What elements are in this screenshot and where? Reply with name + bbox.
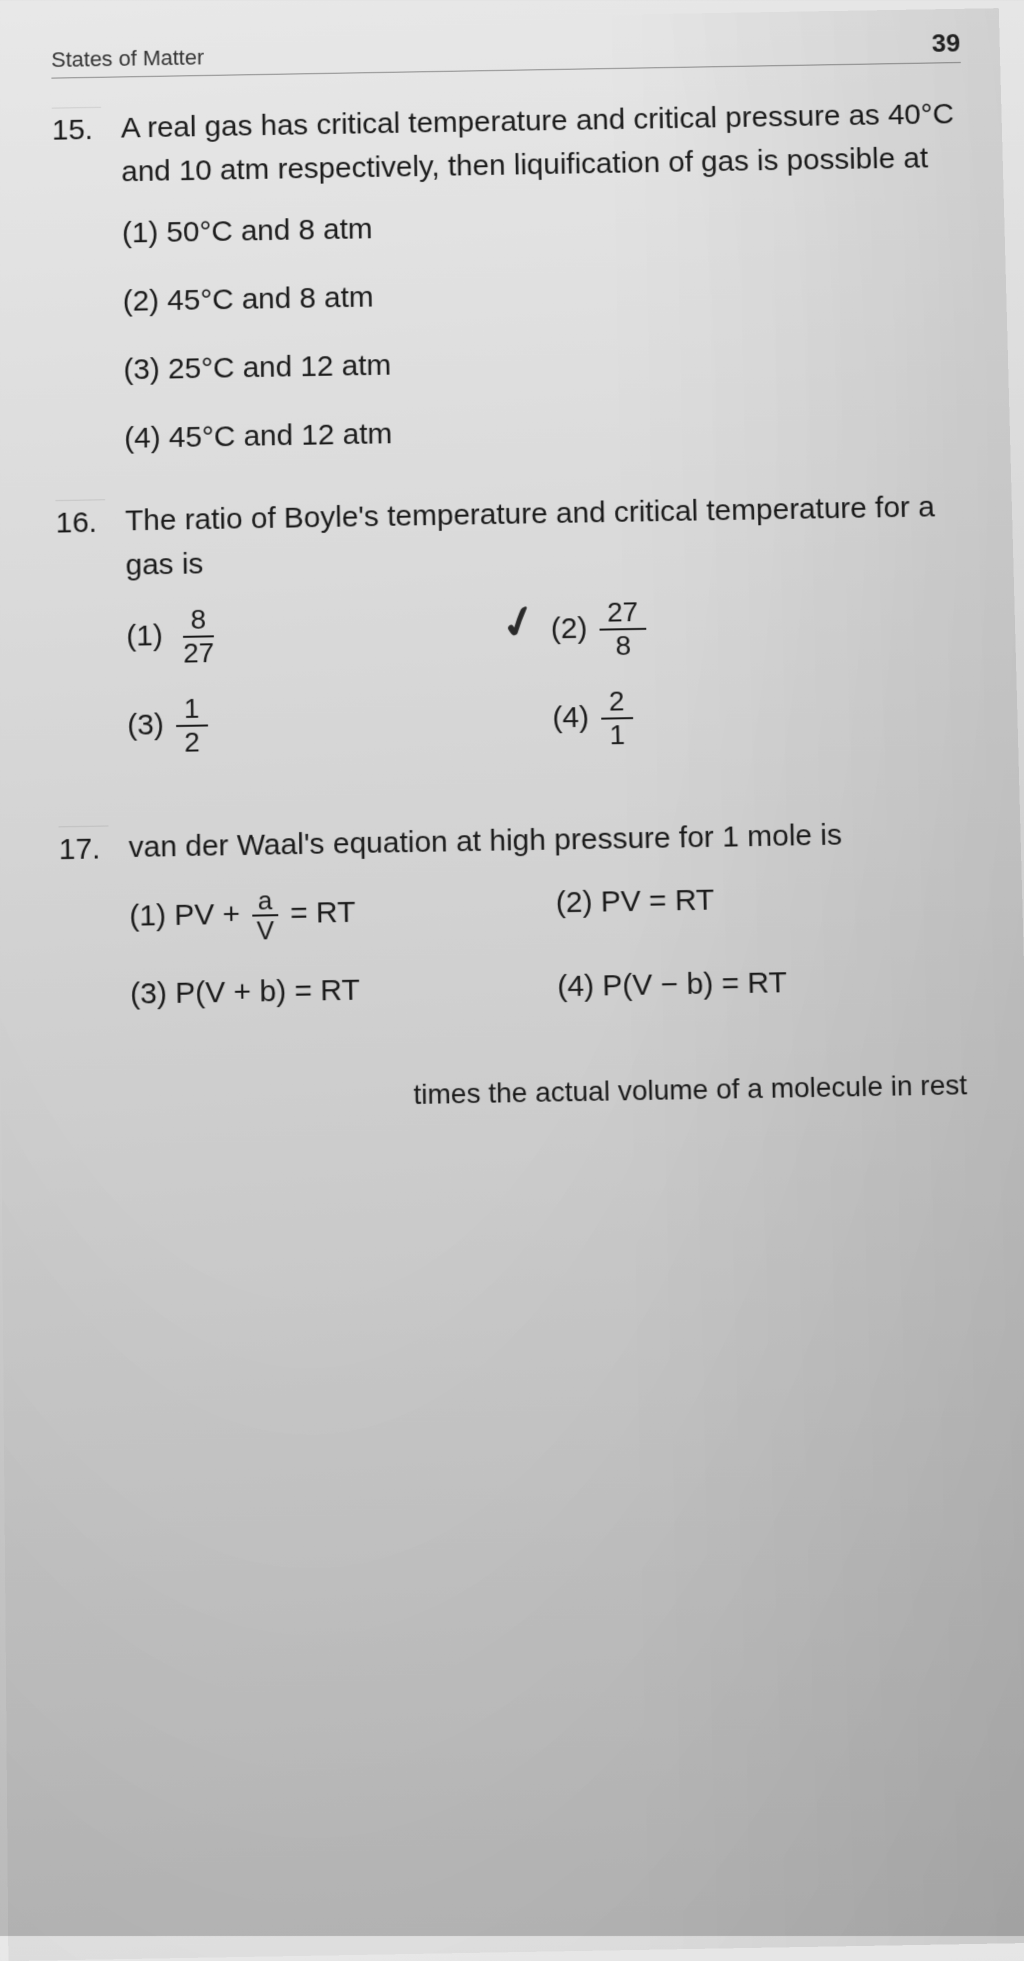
denominator: V bbox=[251, 916, 281, 943]
fraction: 2 1 bbox=[601, 687, 634, 749]
numerator: a bbox=[252, 887, 279, 916]
option-label: (3) bbox=[123, 353, 160, 386]
question-text: A real gas has critical temperature and … bbox=[121, 92, 964, 194]
denominator: 27 bbox=[175, 637, 222, 667]
option-label: (2) bbox=[556, 886, 593, 920]
options-list: (1) PV + aV = RT (2) PV = RT (3) P(V + b… bbox=[129, 875, 986, 1044]
option-3: (3) 25°C and 12 atm bbox=[123, 335, 969, 391]
page-number: 39 bbox=[931, 28, 960, 58]
numerator: 8 bbox=[182, 606, 214, 638]
page-header: States of Matter 39 bbox=[51, 28, 961, 78]
numerator: 27 bbox=[599, 598, 646, 630]
option-4: (4) 2 1 bbox=[552, 681, 978, 750]
option-text: 45°C and 12 atm bbox=[169, 418, 393, 454]
equation-text: P(V + b) = RT bbox=[175, 974, 360, 1010]
fraction: 27 8 bbox=[599, 598, 647, 660]
numerator: 1 bbox=[176, 695, 208, 727]
question-16: 16. The ratio of Boyle's temperature and… bbox=[55, 484, 979, 786]
question-number: 15. bbox=[52, 107, 102, 148]
option-label: (1) bbox=[126, 619, 163, 652]
option-2: (2) PV = RT bbox=[555, 875, 983, 938]
equation-pre: PV + bbox=[174, 898, 249, 932]
options-list: (1) 50°C and 8 atm (2) 45°C and 8 atm (3… bbox=[122, 199, 971, 460]
fraction: 1 2 bbox=[176, 695, 208, 757]
option-label: (2) bbox=[551, 612, 588, 645]
option-label: (3) bbox=[127, 708, 164, 741]
option-1: (1) 8 27 bbox=[126, 600, 551, 669]
question-text: van der Waal's equation at high pressure… bbox=[128, 810, 981, 870]
option-label: (1) bbox=[129, 899, 166, 933]
denominator: 8 bbox=[607, 630, 639, 660]
option-text: 50°C and 8 atm bbox=[166, 213, 373, 249]
option-text: 25°C and 12 atm bbox=[168, 349, 392, 385]
fraction: 8 27 bbox=[175, 606, 223, 668]
option-4: (4) 45°C and 12 atm bbox=[124, 404, 971, 460]
option-label: (4) bbox=[124, 422, 161, 455]
option-text: 45°C and 8 atm bbox=[167, 281, 374, 317]
option-1: (1) 50°C and 8 atm bbox=[122, 199, 966, 254]
question-17: 17. van der Waal's equation at high pres… bbox=[59, 810, 986, 1045]
question-number: 17. bbox=[59, 825, 109, 867]
footer-partial-text: times the actual volume of a molecule in… bbox=[131, 1069, 987, 1116]
denominator: 1 bbox=[601, 719, 633, 749]
option-2: ✓ (2) 27 8 bbox=[550, 593, 976, 662]
equation-post: = RT bbox=[282, 896, 356, 930]
section-title: States of Matter bbox=[51, 45, 204, 73]
numerator: 2 bbox=[601, 687, 633, 719]
question-number: 16. bbox=[55, 499, 105, 540]
denominator: 2 bbox=[176, 726, 208, 756]
option-label: (4) bbox=[552, 701, 589, 734]
option-label: (2) bbox=[123, 285, 160, 318]
option-label: (3) bbox=[130, 977, 167, 1011]
option-2: (2) 45°C and 8 atm bbox=[123, 267, 968, 323]
option-4: (4) P(V − b) = RT bbox=[557, 959, 985, 1008]
question-text: The ratio of Boyle's temperature and cri… bbox=[125, 484, 974, 587]
option-1: (1) PV + aV = RT bbox=[129, 882, 556, 945]
options-list: (1) 8 27 ✓ (2) 27 8 (3) 1 2 bbox=[126, 593, 979, 786]
equation-text: PV = RT bbox=[600, 884, 714, 919]
question-15: 15. A real gas has critical temperature … bbox=[52, 92, 971, 461]
option-label: (4) bbox=[557, 970, 594, 1004]
fraction: aV bbox=[250, 887, 280, 943]
option-3: (3) P(V + b) = RT bbox=[130, 966, 558, 1015]
option-label: (1) bbox=[122, 217, 159, 250]
option-3: (3) 1 2 bbox=[127, 689, 553, 758]
equation-text: P(V − b) = RT bbox=[602, 966, 787, 1002]
